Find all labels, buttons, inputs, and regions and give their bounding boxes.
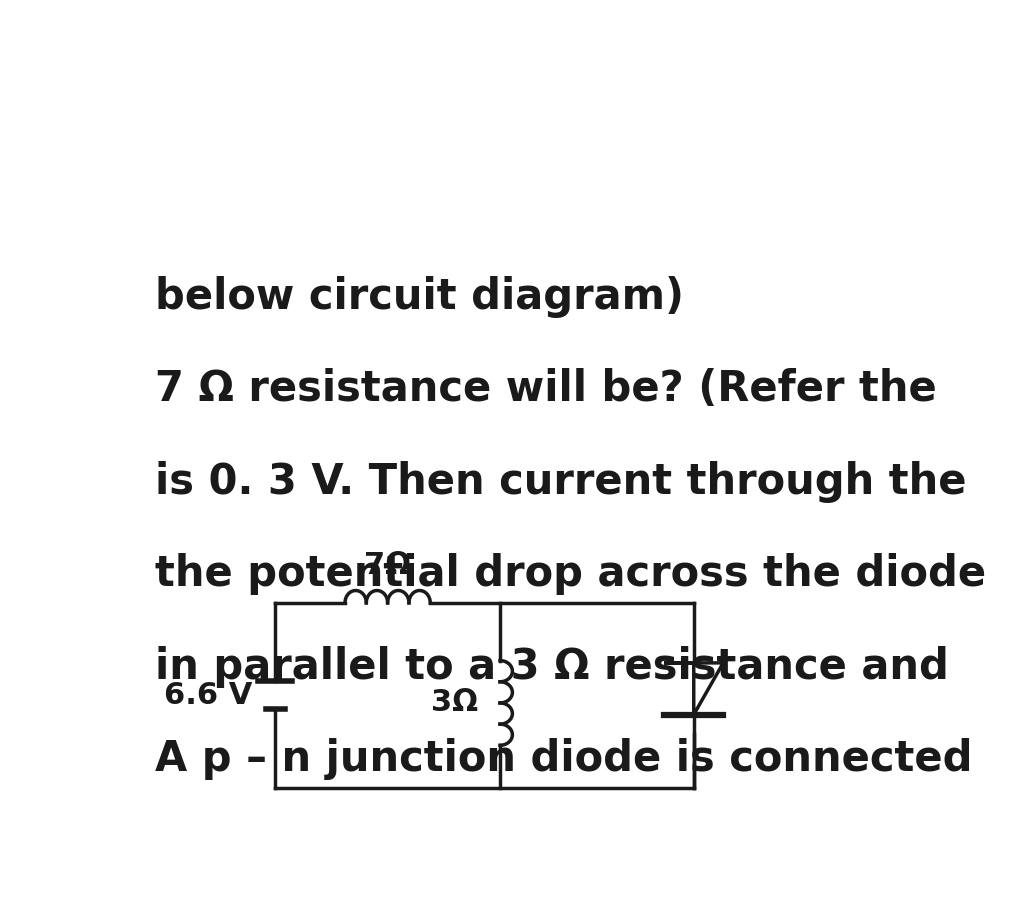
Text: below circuit diagram): below circuit diagram) <box>155 276 684 318</box>
Text: A p – n junction diode is connected: A p – n junction diode is connected <box>155 738 973 780</box>
Text: the potential drop across the diode: the potential drop across the diode <box>155 553 986 595</box>
Text: 3Ω: 3Ω <box>431 689 478 717</box>
Text: 7Ω: 7Ω <box>365 551 412 580</box>
Text: 6.6 V: 6.6 V <box>164 680 252 710</box>
Text: in parallel to a 3 Ω resistance and: in parallel to a 3 Ω resistance and <box>155 646 949 688</box>
Text: 7 Ω resistance will be? (Refer the: 7 Ω resistance will be? (Refer the <box>155 369 937 410</box>
Text: is 0. 3 V. Then current through the: is 0. 3 V. Then current through the <box>155 460 967 503</box>
